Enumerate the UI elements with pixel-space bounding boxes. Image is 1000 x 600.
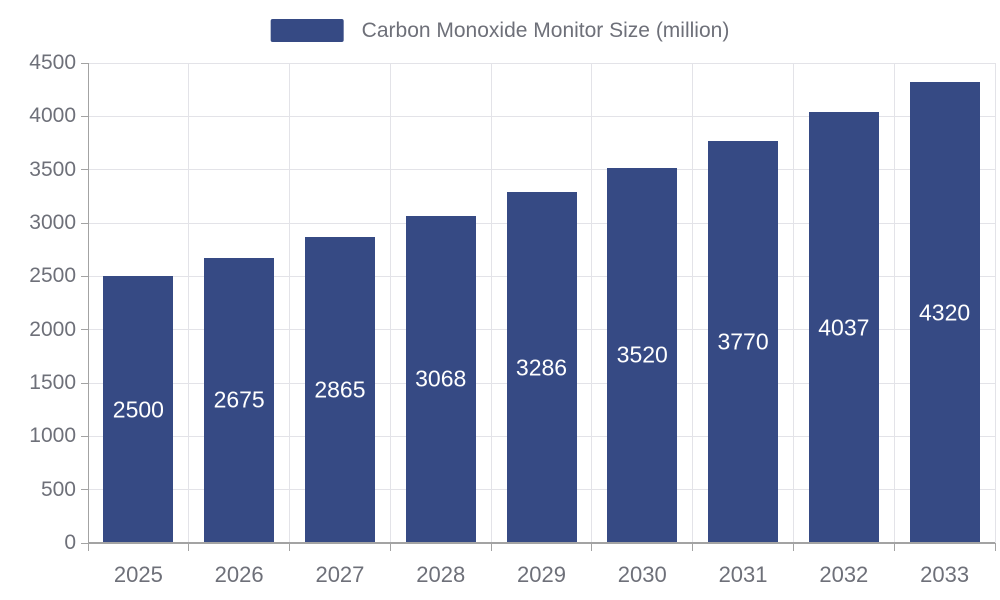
bar-value-label: 3286 — [515, 354, 568, 381]
legend-item[interactable]: Carbon Monoxide Monitor Size (million) — [270, 19, 730, 42]
gridline-vertical — [289, 63, 291, 543]
x-axis-tick — [994, 543, 996, 551]
y-axis-label: 2500 — [29, 264, 76, 288]
bar-value-label: 2865 — [314, 376, 366, 403]
y-axis-tick — [81, 435, 88, 437]
x-axis-tick — [188, 543, 190, 551]
y-axis-tick — [81, 542, 88, 544]
y-axis-tick — [81, 222, 88, 224]
y-axis-tick — [81, 489, 88, 491]
bar — [909, 82, 980, 543]
x-axis-label: 2032 — [819, 562, 869, 587]
x-axis-label: 2026 — [214, 562, 264, 587]
bar — [304, 237, 375, 543]
bar — [506, 192, 577, 543]
bar-value-label: 2675 — [213, 386, 265, 413]
x-axis-tick — [490, 543, 492, 551]
gridline-vertical — [994, 63, 996, 543]
y-axis-line — [87, 63, 89, 543]
bar-value-label: 4037 — [818, 314, 870, 341]
bar-value-label: 4320 — [919, 299, 971, 326]
y-axis-tick — [81, 115, 88, 117]
gridline-horizontal — [88, 62, 995, 64]
gridline-vertical — [692, 63, 694, 543]
y-axis-tick — [81, 382, 88, 384]
x-axis-label: 2029 — [517, 562, 566, 587]
x-axis-tick — [792, 543, 794, 551]
legend-label: Carbon Monoxide Monitor Size (million) — [361, 19, 730, 42]
bar-value-label: 3770 — [717, 328, 769, 355]
gridline-vertical — [792, 63, 794, 543]
y-axis-tick — [81, 62, 88, 64]
x-axis-tick — [591, 543, 593, 551]
y-axis-label: 2000 — [29, 317, 76, 341]
y-axis-label: 4000 — [29, 104, 76, 128]
gridline-vertical — [188, 63, 190, 543]
y-axis-label: 4500 — [29, 51, 76, 74]
x-axis-tick — [289, 543, 291, 551]
x-axis-label: 2027 — [315, 562, 365, 587]
x-axis-tick — [692, 543, 694, 551]
y-axis-label: 1000 — [29, 424, 76, 448]
x-axis-tick — [87, 543, 89, 551]
gridline-horizontal — [88, 169, 995, 171]
x-axis-label: 2030 — [617, 562, 667, 587]
gridline-vertical — [591, 63, 593, 543]
bar-value-label: 2500 — [112, 396, 164, 423]
y-axis-label: 3500 — [29, 157, 76, 181]
bar — [808, 112, 879, 543]
legend-swatch-icon — [270, 19, 344, 42]
gridline-vertical — [389, 63, 391, 543]
bar — [405, 215, 476, 543]
bar-value-label: 3520 — [616, 341, 668, 368]
bar — [607, 167, 678, 543]
x-axis-label: 2031 — [718, 562, 768, 587]
y-axis-label: 0 — [64, 531, 76, 554]
x-axis-label: 2028 — [416, 562, 466, 587]
y-axis-tick — [81, 329, 88, 331]
y-axis-label: 3000 — [29, 211, 76, 234]
y-axis-tick — [81, 275, 88, 277]
y-axis-label: 1500 — [29, 371, 76, 394]
y-axis-label: 500 — [40, 477, 76, 501]
gridline-vertical — [490, 63, 492, 543]
bar — [204, 257, 275, 543]
x-axis-line — [88, 542, 995, 544]
gridline-vertical — [893, 63, 895, 543]
x-axis-label: 2025 — [113, 562, 163, 587]
bar — [708, 140, 779, 543]
bar-value-label: 3068 — [415, 365, 467, 392]
bar — [103, 276, 174, 543]
x-axis-label: 2033 — [920, 562, 970, 587]
x-axis-tick — [389, 543, 391, 551]
y-axis-tick — [81, 169, 88, 171]
gridline-horizontal — [88, 115, 995, 117]
x-axis-tick — [893, 543, 895, 551]
